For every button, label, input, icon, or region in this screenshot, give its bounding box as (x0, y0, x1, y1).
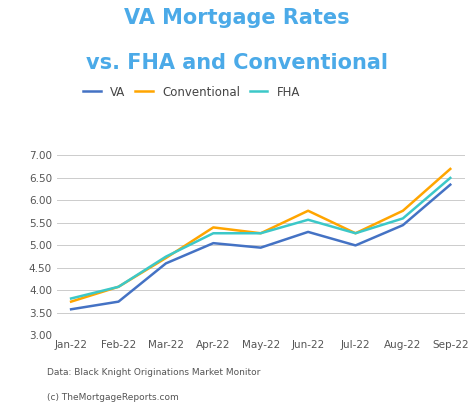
FHA (116, 284, 121, 289)
Conventional (400, 208, 406, 213)
Conventional (258, 231, 264, 236)
VA (447, 182, 453, 187)
Conventional (116, 284, 121, 289)
Conventional (447, 166, 453, 171)
VA (163, 261, 169, 266)
VA (210, 240, 216, 245)
FHA (258, 231, 264, 236)
Conventional (210, 225, 216, 230)
Conventional (163, 256, 169, 261)
Conventional (68, 299, 74, 304)
Conventional (305, 208, 311, 213)
FHA (210, 231, 216, 236)
FHA (447, 175, 453, 180)
VA (116, 299, 121, 304)
FHA (353, 231, 358, 236)
Text: VA Mortgage Rates: VA Mortgage Rates (124, 8, 350, 28)
Text: (c) TheMortgageReports.com: (c) TheMortgageReports.com (47, 393, 179, 402)
VA (353, 243, 358, 248)
VA (258, 245, 264, 250)
Line: FHA: FHA (71, 178, 450, 299)
Line: Conventional: Conventional (71, 169, 450, 302)
VA (305, 229, 311, 234)
FHA (68, 296, 74, 301)
FHA (305, 217, 311, 222)
FHA (163, 254, 169, 259)
VA (68, 307, 74, 312)
FHA (400, 216, 406, 221)
Line: VA: VA (71, 185, 450, 309)
VA (400, 222, 406, 227)
Conventional (353, 231, 358, 236)
Legend: VA, Conventional, FHA: VA, Conventional, FHA (83, 86, 300, 99)
Text: vs. FHA and Conventional: vs. FHA and Conventional (86, 53, 388, 73)
Text: Data: Black Knight Originations Market Monitor: Data: Black Knight Originations Market M… (47, 368, 261, 377)
